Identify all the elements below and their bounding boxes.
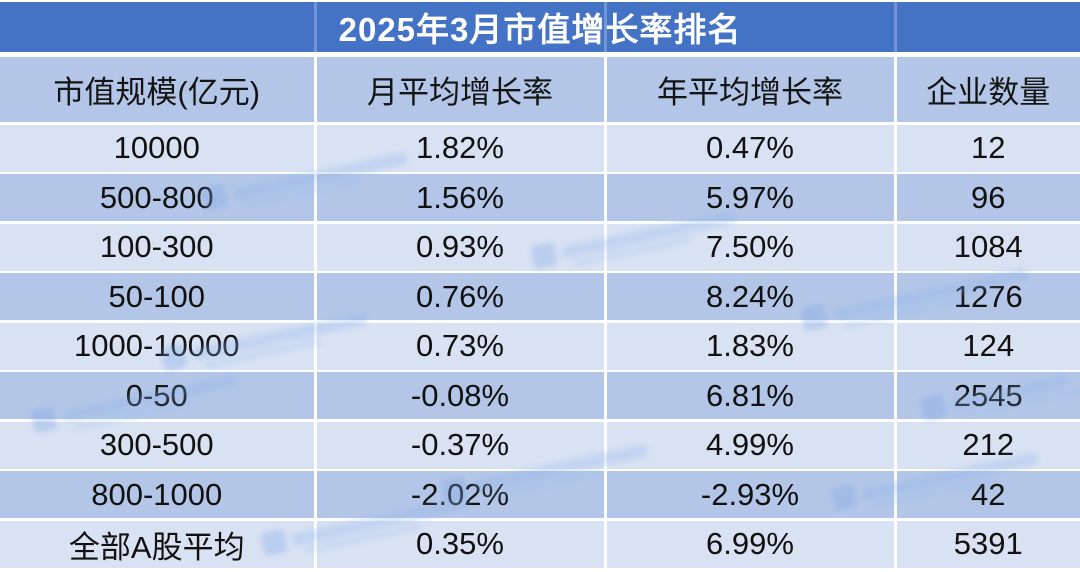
column-divider [603, 2, 607, 52]
table-cell: 0.47% [606, 124, 894, 172]
column-divider [313, 2, 317, 52]
table-cell: 2545 [896, 372, 1080, 419]
table-cell: 4.99% [606, 421, 894, 469]
growth-rate-table: 市值规模(亿元) 月平均增长率 年平均增长率 企业数量 10000 1.82% … [0, 57, 1080, 568]
table-cell: 0.35% [316, 520, 604, 568]
table-cell: 0.73% [316, 322, 604, 370]
table-cell: 6.81% [606, 372, 894, 419]
header-cell-size: 市值规模(亿元) [0, 57, 314, 122]
header-cell-count: 企业数量 [896, 57, 1080, 122]
table-cell: 800-1000 [0, 471, 314, 518]
table-cell: 8.24% [606, 273, 894, 320]
table-cell: 全部A股平均 [0, 520, 314, 568]
table-cell: 1000-10000 [0, 322, 314, 370]
table-cell: 0-50 [0, 372, 314, 419]
table-cell: -0.08% [316, 372, 604, 419]
table-cell: -2.02% [316, 471, 604, 518]
table-title-bar: 2025年3月市值增长率排名 [0, 2, 1080, 52]
table-cell: -2.93% [606, 471, 894, 518]
table-cell: 5391 [896, 520, 1080, 568]
table-cell: 10000 [0, 124, 314, 172]
table-cell: 1084 [896, 223, 1080, 271]
table-cell: 7.50% [606, 223, 894, 271]
table-cell: 1.56% [316, 174, 604, 221]
page-title: 2025年3月市值增长率排名 [338, 11, 742, 48]
table-cell: 5.97% [606, 174, 894, 221]
table-cell: 500-800 [0, 174, 314, 221]
table-cell: 1.83% [606, 322, 894, 370]
table-cell: 0.93% [316, 223, 604, 271]
table-cell: 300-500 [0, 421, 314, 469]
table-cell: -0.37% [316, 421, 604, 469]
table-cell: 1.82% [316, 124, 604, 172]
column-divider [893, 2, 897, 52]
table-cell: 124 [896, 322, 1080, 370]
header-cell-yearly: 年平均增长率 [606, 57, 894, 122]
table-cell: 100-300 [0, 223, 314, 271]
table-cell: 12 [896, 124, 1080, 172]
table-cell: 0.76% [316, 273, 604, 320]
table-cell: 50-100 [0, 273, 314, 320]
table-cell: 212 [896, 421, 1080, 469]
table-cell: 42 [896, 471, 1080, 518]
table-cell: 96 [896, 174, 1080, 221]
table-cell: 1276 [896, 273, 1080, 320]
header-cell-monthly: 月平均增长率 [316, 57, 604, 122]
table-cell: 6.99% [606, 520, 894, 568]
